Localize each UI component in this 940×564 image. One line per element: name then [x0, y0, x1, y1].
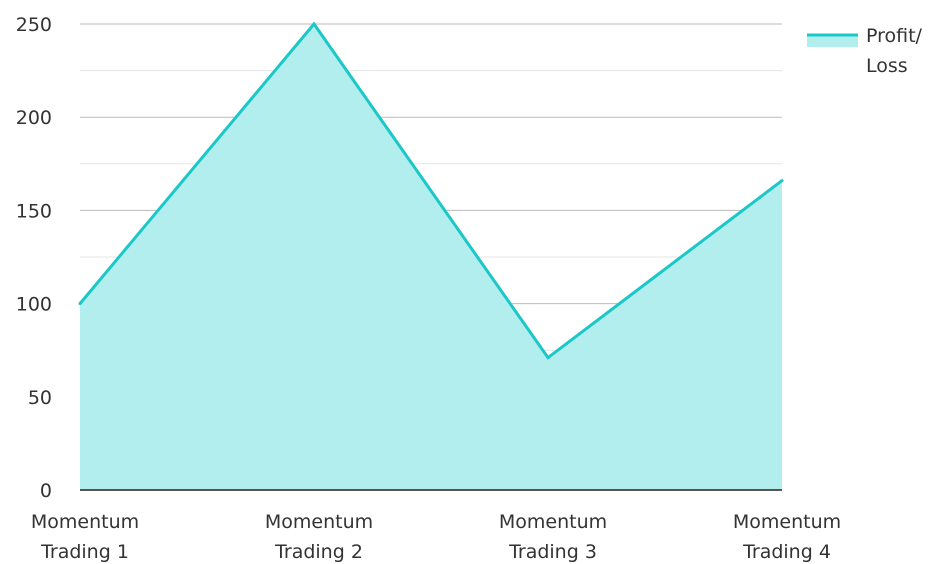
data-point — [312, 22, 316, 26]
y-tick-label: 150 — [16, 200, 52, 222]
y-tick-label: 0 — [40, 480, 52, 502]
y-tick-label: 50 — [28, 387, 52, 409]
series-line — [78, 21, 783, 360]
data-point — [78, 302, 82, 306]
tick-labels: 0 50 100 150 200 250 Momentum Trading 1 Momentum… — [16, 14, 841, 563]
legend-swatch-fill — [807, 35, 858, 47]
y-tick-label: 200 — [16, 107, 52, 129]
legend: Profit/Loss — [807, 25, 923, 77]
y-tick-label: 250 — [16, 14, 52, 36]
area-fill — [80, 24, 782, 490]
area-layer — [78, 21, 784, 490]
data-point — [780, 179, 784, 183]
data-point — [546, 356, 550, 360]
x-tick-label: Momentum Trading 3 — [499, 511, 607, 563]
x-tick-label: Momentum Trading 2 — [265, 511, 373, 563]
x-tick-label: Momentum Trading 1 — [31, 511, 139, 563]
y-tick-label: 100 — [16, 294, 52, 316]
x-tick-label: Momentum Trading 4 — [733, 511, 841, 563]
legend-label: Profit/Loss — [866, 25, 923, 77]
